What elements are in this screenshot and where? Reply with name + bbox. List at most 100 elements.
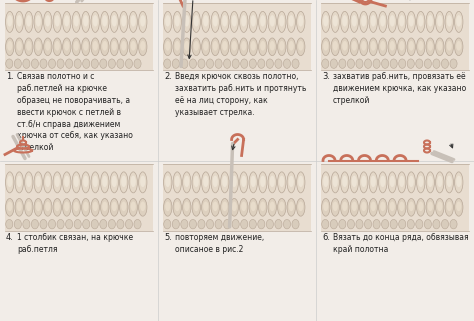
Ellipse shape — [360, 11, 368, 32]
Ellipse shape — [121, 15, 127, 27]
Ellipse shape — [323, 15, 328, 27]
Ellipse shape — [230, 38, 238, 56]
Ellipse shape — [249, 11, 257, 32]
Ellipse shape — [360, 198, 368, 216]
Ellipse shape — [380, 41, 385, 51]
Ellipse shape — [110, 198, 118, 216]
Ellipse shape — [117, 220, 124, 229]
Ellipse shape — [83, 176, 88, 187]
Ellipse shape — [371, 41, 376, 51]
Ellipse shape — [45, 15, 50, 27]
Bar — [5, 3, 153, 70]
Ellipse shape — [399, 202, 404, 211]
Ellipse shape — [40, 220, 47, 229]
Ellipse shape — [424, 220, 431, 229]
Ellipse shape — [222, 202, 228, 211]
Ellipse shape — [287, 172, 295, 193]
Ellipse shape — [100, 198, 109, 216]
Ellipse shape — [34, 198, 43, 216]
Text: 6.: 6. — [322, 233, 330, 242]
Ellipse shape — [40, 59, 47, 68]
Ellipse shape — [7, 176, 12, 187]
Ellipse shape — [369, 38, 377, 56]
Ellipse shape — [129, 38, 137, 56]
Ellipse shape — [379, 198, 387, 216]
Ellipse shape — [298, 202, 303, 211]
Ellipse shape — [371, 202, 376, 211]
Ellipse shape — [117, 59, 124, 68]
Ellipse shape — [119, 11, 128, 32]
Ellipse shape — [360, 38, 368, 56]
Ellipse shape — [398, 11, 406, 32]
Ellipse shape — [173, 11, 182, 32]
Ellipse shape — [287, 11, 295, 32]
Ellipse shape — [74, 220, 81, 229]
Ellipse shape — [64, 202, 69, 211]
Ellipse shape — [230, 198, 238, 216]
Bar — [5, 163, 153, 231]
Ellipse shape — [380, 176, 385, 187]
Ellipse shape — [390, 220, 397, 229]
Ellipse shape — [14, 59, 21, 68]
Ellipse shape — [388, 38, 396, 56]
Ellipse shape — [347, 220, 355, 229]
Ellipse shape — [382, 220, 389, 229]
Ellipse shape — [7, 41, 12, 51]
Ellipse shape — [268, 198, 276, 216]
Ellipse shape — [333, 15, 338, 27]
Ellipse shape — [379, 11, 387, 32]
Ellipse shape — [6, 38, 14, 56]
Ellipse shape — [428, 176, 433, 187]
Ellipse shape — [259, 172, 267, 193]
Ellipse shape — [53, 198, 62, 216]
Ellipse shape — [182, 38, 191, 56]
Ellipse shape — [321, 172, 330, 193]
Ellipse shape — [17, 176, 22, 187]
Ellipse shape — [249, 172, 257, 193]
Text: 1 столбик связан, на крючке
раб.петля: 1 столбик связан, на крючке раб.петля — [17, 233, 133, 254]
Ellipse shape — [447, 202, 452, 211]
Ellipse shape — [44, 172, 52, 193]
Ellipse shape — [251, 202, 256, 211]
Ellipse shape — [15, 198, 23, 216]
Ellipse shape — [456, 176, 461, 187]
Ellipse shape — [249, 38, 257, 56]
Ellipse shape — [428, 15, 433, 27]
Ellipse shape — [373, 220, 380, 229]
Ellipse shape — [297, 11, 305, 32]
Ellipse shape — [48, 59, 55, 68]
Ellipse shape — [164, 220, 171, 229]
Ellipse shape — [173, 198, 182, 216]
Ellipse shape — [278, 11, 286, 32]
Ellipse shape — [172, 220, 179, 229]
Ellipse shape — [194, 41, 199, 51]
Ellipse shape — [222, 41, 228, 51]
Ellipse shape — [55, 15, 60, 27]
Ellipse shape — [112, 15, 117, 27]
Ellipse shape — [34, 11, 43, 32]
Ellipse shape — [64, 41, 69, 51]
Ellipse shape — [91, 11, 100, 32]
Ellipse shape — [182, 198, 191, 216]
Ellipse shape — [371, 15, 376, 27]
Ellipse shape — [220, 198, 229, 216]
Ellipse shape — [213, 15, 218, 27]
Ellipse shape — [456, 41, 461, 51]
Ellipse shape — [445, 38, 454, 56]
Ellipse shape — [270, 202, 275, 211]
Ellipse shape — [289, 41, 294, 51]
Ellipse shape — [298, 41, 303, 51]
Ellipse shape — [341, 11, 349, 32]
Ellipse shape — [45, 176, 50, 187]
Ellipse shape — [380, 15, 385, 27]
Ellipse shape — [25, 172, 33, 193]
Ellipse shape — [407, 172, 415, 193]
Ellipse shape — [239, 38, 248, 56]
Ellipse shape — [165, 176, 170, 187]
Text: захватив раб.нить, провязать её
движением крючка, как указано
стрелкой: захватив раб.нить, провязать её движение… — [333, 73, 466, 105]
Ellipse shape — [91, 59, 98, 68]
Ellipse shape — [131, 15, 136, 27]
Ellipse shape — [390, 202, 395, 211]
Ellipse shape — [323, 202, 328, 211]
Ellipse shape — [57, 59, 64, 68]
